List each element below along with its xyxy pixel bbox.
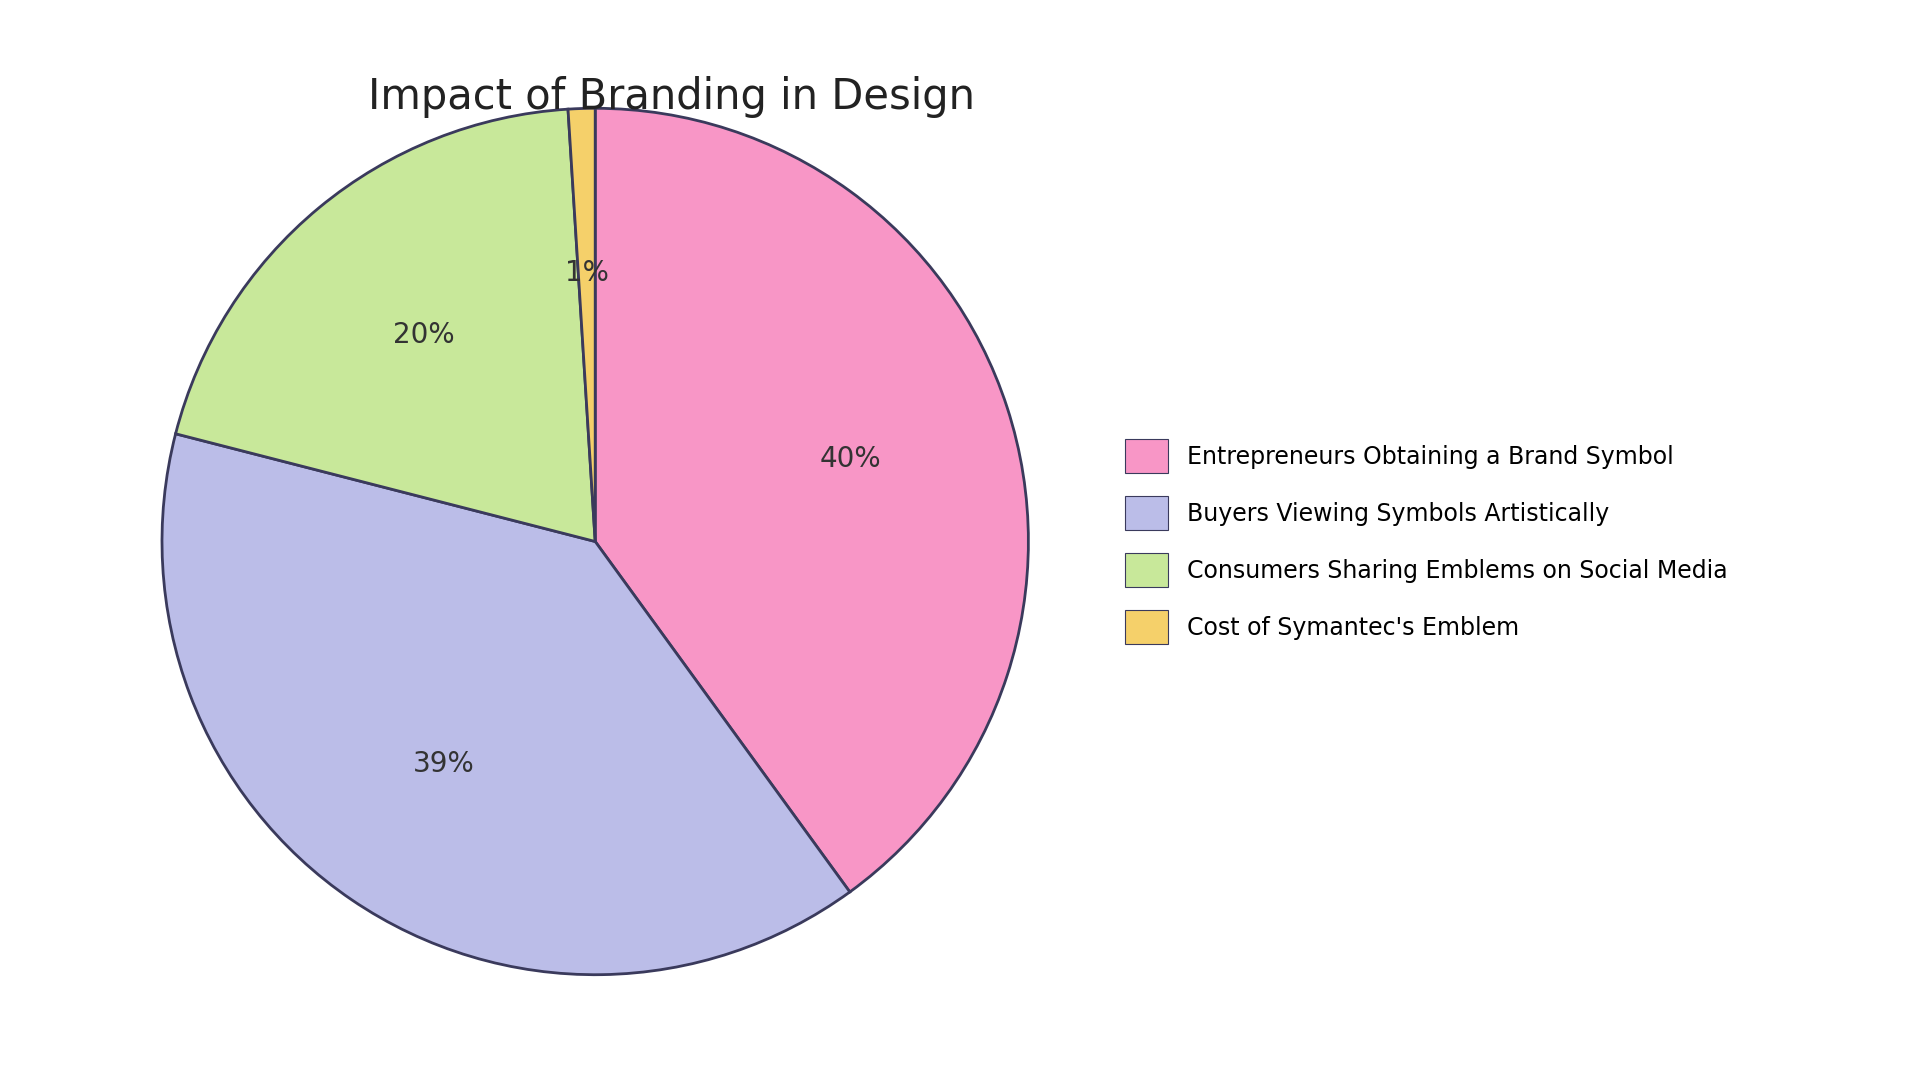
Wedge shape	[568, 108, 595, 542]
Text: Impact of Branding in Design: Impact of Branding in Design	[369, 76, 975, 118]
Text: 39%: 39%	[413, 749, 474, 778]
Text: 40%: 40%	[820, 444, 881, 472]
Legend: Entrepreneurs Obtaining a Brand Symbol, Buyers Viewing Symbols Artistically, Con: Entrepreneurs Obtaining a Brand Symbol, …	[1125, 440, 1728, 643]
Wedge shape	[161, 434, 851, 975]
Text: 20%: 20%	[394, 321, 455, 349]
Wedge shape	[175, 109, 595, 542]
Text: 1%: 1%	[564, 259, 609, 287]
Wedge shape	[595, 108, 1029, 892]
